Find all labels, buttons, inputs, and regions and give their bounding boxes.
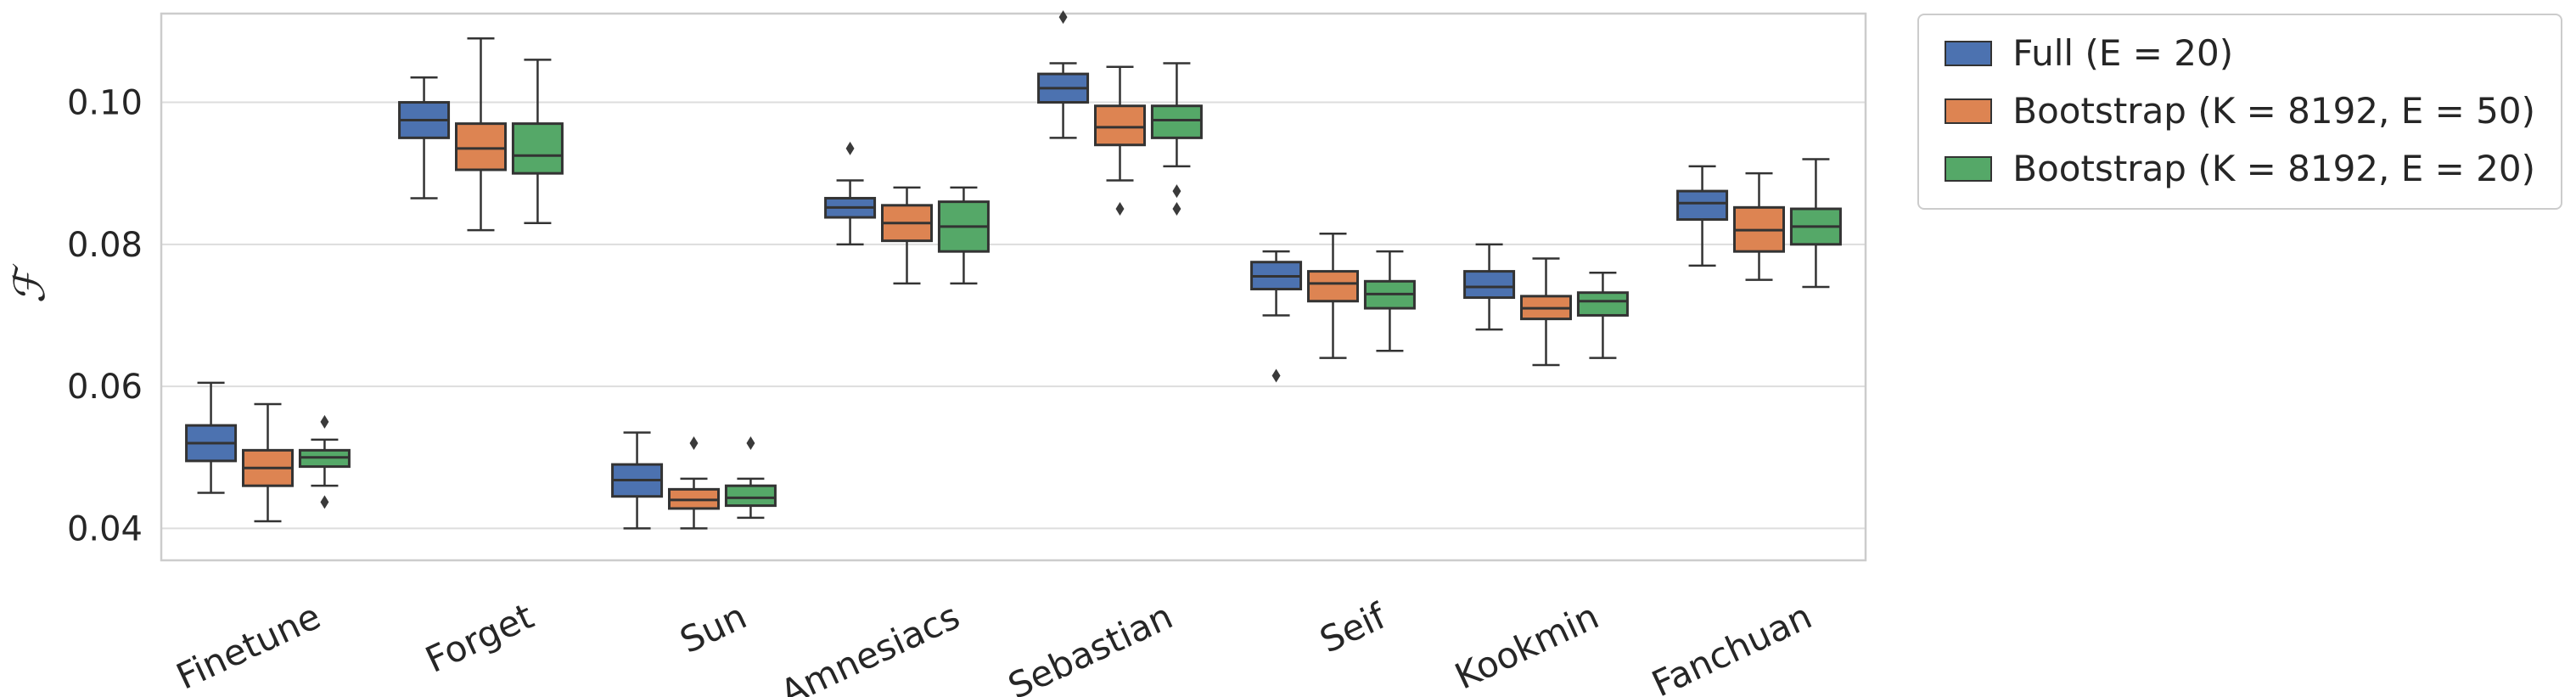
legend: Full (E = 20) Bootstrap (K = 8192, E = 5… xyxy=(1917,14,2562,210)
box xyxy=(1576,291,1629,317)
x-tick-label: Kookmin xyxy=(1449,595,1605,697)
box xyxy=(455,122,507,171)
outlier-marker xyxy=(320,495,329,509)
box xyxy=(1094,104,1146,147)
legend-item-bootstrap-e50: Bootstrap (K = 8192, E = 50) xyxy=(1945,90,2535,132)
box xyxy=(724,484,777,508)
outlier-marker xyxy=(845,141,855,155)
y-tick-label: 0.10 xyxy=(67,84,143,123)
box xyxy=(1676,189,1729,222)
outlier-marker xyxy=(746,436,755,450)
axes-frame xyxy=(160,12,1867,562)
legend-swatch-blue xyxy=(1945,41,1993,67)
legend-label: Bootstrap (K = 8192, E = 20) xyxy=(2012,148,2535,190)
x-tick-label: Forget xyxy=(419,595,540,681)
y-tick-label: 0.08 xyxy=(67,226,143,265)
outlier-marker xyxy=(1172,184,1181,199)
legend-item-full: Full (E = 20) xyxy=(1945,32,2535,74)
x-tick-label: Sebastian xyxy=(1002,595,1179,697)
y-axis-label: ℱ xyxy=(5,263,54,304)
x-tick-label: Fanchuan xyxy=(1646,595,1818,697)
legend-item-bootstrap-e20: Bootstrap (K = 8192, E = 20) xyxy=(1945,149,2535,188)
y-tick-label: 0.04 xyxy=(67,509,143,548)
outlier-marker xyxy=(1172,202,1181,216)
y-tick-label: 0.06 xyxy=(67,368,143,407)
legend-swatch-orange xyxy=(1945,98,1993,125)
x-tick-label: Amnesiacs xyxy=(774,595,966,697)
box xyxy=(1307,270,1359,303)
legend-label: Full (E = 20) xyxy=(2012,32,2234,74)
x-tick-label: Sun xyxy=(674,595,753,661)
outlier-marker xyxy=(1058,10,1068,25)
outlier-marker xyxy=(689,436,699,450)
box xyxy=(511,122,564,175)
outlier-marker xyxy=(1271,368,1281,383)
x-tick-label: Finetune xyxy=(170,595,327,697)
box xyxy=(1463,270,1516,300)
x-tick-label: Seif xyxy=(1314,594,1393,660)
box xyxy=(1150,104,1203,139)
legend-label: Bootstrap (K = 8192, E = 50) xyxy=(2012,90,2535,132)
legend-swatch-green xyxy=(1945,156,1993,183)
outlier-marker xyxy=(1115,202,1125,216)
outlier-marker xyxy=(320,414,329,429)
